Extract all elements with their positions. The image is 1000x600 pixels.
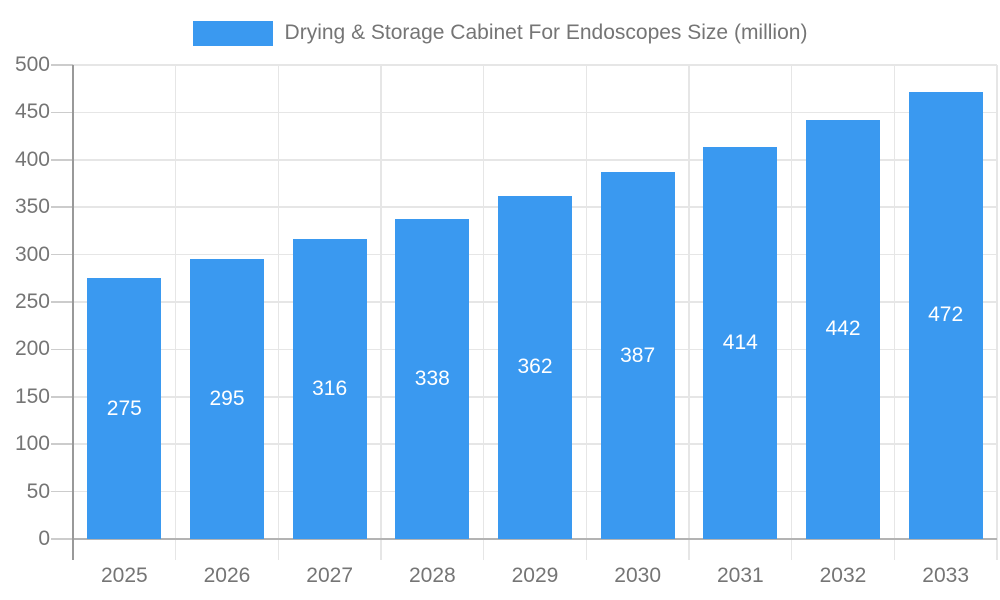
bar-value-label: 275 bbox=[106, 396, 142, 420]
gridline-vertical bbox=[277, 65, 280, 539]
gridline-vertical bbox=[996, 65, 998, 539]
gridline-vertical bbox=[688, 65, 690, 539]
legend: Drying & Storage Cabinet For Endoscopes … bbox=[0, 20, 1000, 46]
y-axis-label: 450 bbox=[14, 100, 50, 124]
x-axis-label: 2029 bbox=[511, 564, 559, 587]
x-axis-tick bbox=[380, 539, 382, 560]
y-axis-tick bbox=[51, 301, 73, 303]
y-axis-tick bbox=[51, 396, 73, 398]
bar bbox=[395, 218, 470, 539]
x-axis-tick bbox=[688, 539, 690, 560]
legend-swatch bbox=[192, 20, 273, 46]
y-axis-label: 0 bbox=[38, 527, 50, 550]
gridline-vertical bbox=[790, 65, 793, 539]
y-axis-label: 500 bbox=[14, 53, 50, 76]
bar bbox=[292, 239, 367, 539]
bar-value-label: 338 bbox=[414, 366, 450, 390]
x-axis-label: 2033 bbox=[922, 564, 970, 587]
y-axis-label: 150 bbox=[14, 384, 50, 408]
x-axis-tick bbox=[585, 539, 588, 560]
y-axis-line bbox=[72, 65, 74, 560]
bar bbox=[87, 278, 162, 539]
gridline-horizontal bbox=[73, 64, 997, 66]
plot-area: 0 50 100 150 200 250 300 350 400 450 500 275 2025 295… bbox=[15, 53, 998, 587]
x-axis-tick bbox=[996, 539, 998, 560]
y-axis-label: 250 bbox=[14, 290, 50, 313]
y-axis-label: 400 bbox=[14, 147, 50, 171]
bar bbox=[908, 91, 983, 539]
y-axis-tick bbox=[51, 159, 73, 161]
x-axis-tick bbox=[277, 539, 280, 560]
x-axis-tick bbox=[790, 539, 793, 560]
bar bbox=[190, 259, 264, 539]
x-axis-label: 2032 bbox=[819, 564, 867, 587]
x-axis-tick bbox=[893, 539, 896, 560]
y-axis-tick bbox=[51, 538, 73, 540]
x-axis-line bbox=[73, 538, 997, 540]
x-axis-tick bbox=[482, 539, 485, 560]
gridline-horizontal bbox=[73, 159, 997, 161]
bar bbox=[703, 146, 778, 539]
y-axis-label: 50 bbox=[26, 479, 50, 503]
y-axis-tick bbox=[51, 490, 73, 493]
bar bbox=[498, 195, 572, 539]
y-axis-label: 300 bbox=[14, 242, 50, 266]
y-axis-tick bbox=[51, 253, 73, 256]
gridline-vertical bbox=[380, 65, 382, 539]
x-axis-label: 2026 bbox=[203, 564, 251, 587]
x-axis-label: 2031 bbox=[716, 564, 764, 587]
x-axis-label: 2028 bbox=[408, 564, 456, 587]
bar-value-label: 362 bbox=[517, 355, 553, 379]
gridline-vertical bbox=[174, 65, 177, 539]
bar bbox=[600, 172, 675, 539]
y-axis-label: 200 bbox=[14, 337, 50, 361]
bar bbox=[806, 119, 880, 539]
bar-value-label: 472 bbox=[928, 303, 964, 327]
gridline-vertical bbox=[482, 65, 485, 539]
legend-series-label: Drying & Storage Cabinet For Endoscopes … bbox=[284, 21, 808, 44]
bar-value-label: 414 bbox=[722, 330, 758, 354]
y-axis-tick bbox=[51, 206, 73, 208]
gridline-horizontal bbox=[73, 111, 997, 114]
y-axis-tick bbox=[51, 348, 73, 351]
gridline-vertical bbox=[893, 65, 896, 539]
y-axis-tick bbox=[51, 111, 73, 114]
x-axis-label: 2025 bbox=[100, 564, 148, 587]
bar-value-label: 295 bbox=[209, 387, 245, 411]
y-axis-tick bbox=[51, 443, 73, 445]
bar-value-label: 387 bbox=[620, 343, 656, 367]
y-axis-tick bbox=[51, 64, 73, 66]
x-axis-label: 2027 bbox=[306, 564, 354, 587]
x-axis-tick bbox=[174, 539, 177, 560]
bar-value-label: 442 bbox=[825, 317, 861, 341]
y-axis-label: 350 bbox=[14, 195, 50, 219]
gridline-vertical bbox=[585, 65, 588, 539]
x-axis-label: 2030 bbox=[614, 564, 662, 587]
bar-value-label: 316 bbox=[312, 377, 348, 401]
y-axis-label: 100 bbox=[14, 432, 50, 456]
